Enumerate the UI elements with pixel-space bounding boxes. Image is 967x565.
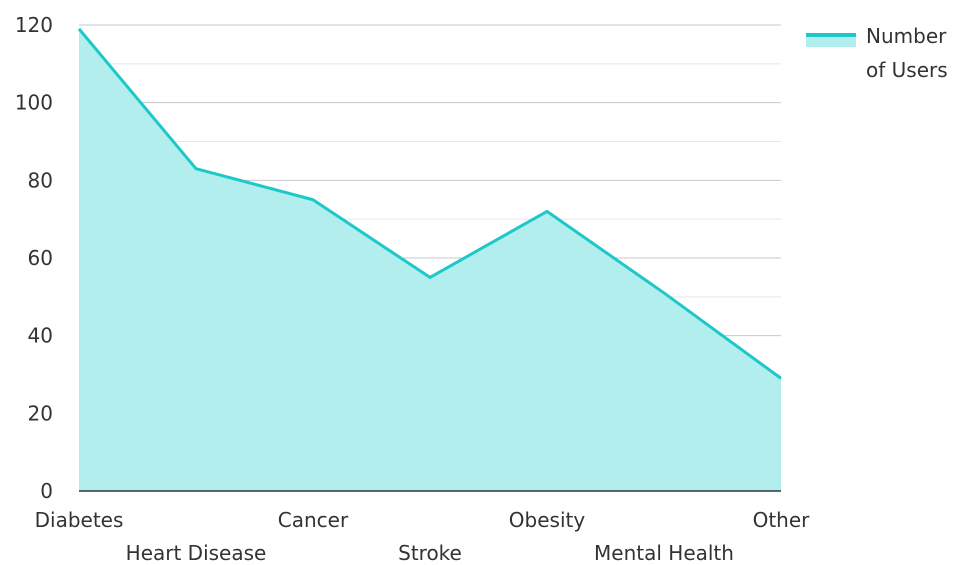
x-tick-label: Stroke — [398, 541, 462, 565]
y-tick-label: 80 — [28, 168, 53, 192]
x-tick-label: Diabetes — [35, 508, 124, 532]
legend-swatch-fill — [806, 35, 856, 47]
legend-label: Number — [866, 24, 947, 48]
y-tick-label: 0 — [40, 479, 53, 503]
y-axis: 0 20 40 60 80 100 120 — [15, 13, 53, 503]
y-tick-label: 40 — [28, 324, 53, 348]
legend: Number of Users — [806, 24, 948, 82]
x-tick-label: Other — [753, 508, 811, 532]
area-fill — [79, 28, 781, 492]
x-tick-label: Mental Health — [594, 541, 734, 565]
area-series — [77, 27, 782, 492]
y-tick-label: 120 — [15, 13, 53, 37]
y-tick-label: 60 — [28, 246, 53, 270]
x-tick-label: Heart Disease — [126, 541, 267, 565]
x-tick-label: Obesity — [509, 508, 586, 532]
legend-label: of Users — [866, 58, 948, 82]
y-tick-label: 20 — [28, 401, 53, 425]
y-tick-label: 100 — [15, 91, 53, 115]
x-tick-label: Cancer — [278, 508, 349, 532]
